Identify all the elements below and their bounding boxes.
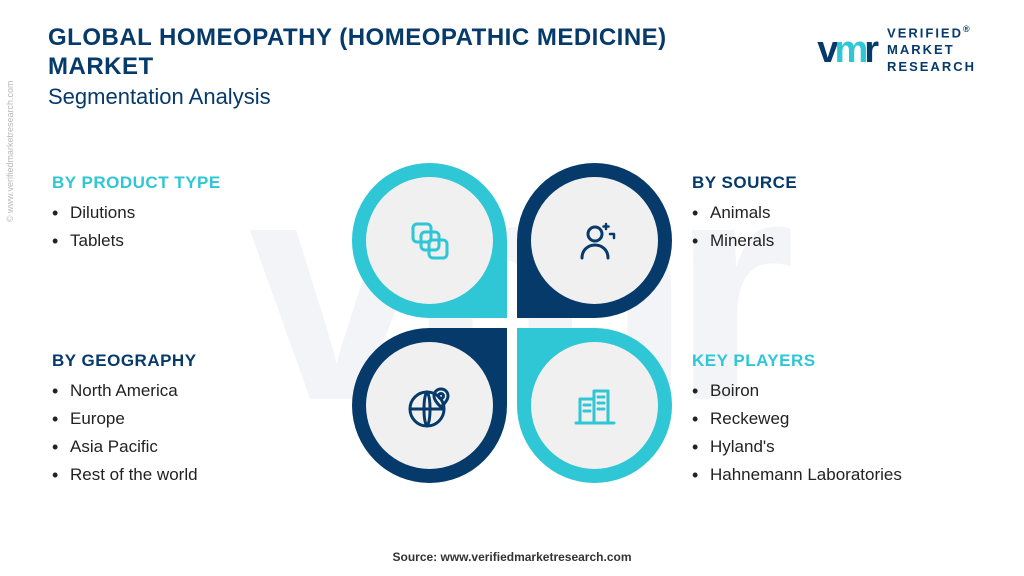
header: GLOBAL HOMEOPATHY (HOMEOPATHIC MEDICINE)… (48, 24, 976, 110)
petal-product-type (352, 163, 507, 318)
segment-list: Dilutions Tablets (52, 203, 332, 251)
logo-text: VERIFIED® MARKET RESEARCH (887, 24, 976, 76)
logo: vmr VERIFIED® MARKET RESEARCH (817, 24, 976, 76)
side-credit: © www.verifiedmarketresearch.com (5, 80, 15, 222)
building-icon (570, 381, 620, 431)
segment-list: North America Europe Asia Pacific Rest of t… (52, 381, 332, 485)
quad-diagram: BY PRODUCT TYPE DilutionsTablets BY SOUR… (352, 163, 672, 483)
petal-inner (531, 177, 658, 304)
petal-inner (366, 342, 493, 469)
petal-inner (531, 342, 658, 469)
segment-key-players: KEY PLAYERS Boiron Reckeweg Hyland's Hahnem… (692, 351, 972, 493)
list-item: Europe (52, 409, 332, 429)
footer-source: Source: www.verifiedmarketresearch.com (0, 550, 1024, 564)
segment-list: Animals Minerals (692, 203, 972, 251)
list-item: Minerals (692, 231, 972, 251)
list-item: Boiron (692, 381, 972, 401)
list-item: Hyland's (692, 437, 972, 457)
list-item: Asia Pacific (52, 437, 332, 457)
main-title: GLOBAL HOMEOPATHY (HOMEOPATHIC MEDICINE)… (48, 24, 668, 82)
segment-product-type: BY PRODUCT TYPE Dilutions Tablets (52, 173, 332, 259)
segment-title: BY PRODUCT TYPE (52, 173, 332, 193)
segment-list: Boiron Reckeweg Hyland's Hahnemann Laborato… (692, 381, 972, 485)
globe-icon (405, 381, 455, 431)
list-item: Dilutions (52, 203, 332, 223)
layers-icon (405, 216, 455, 266)
logo-mark: vmr (817, 29, 879, 72)
sub-title: Segmentation Analysis (48, 84, 668, 110)
petal-source (517, 163, 672, 318)
segment-title: BY GEOGRAPHY (52, 351, 332, 371)
segment-title: BY SOURCE (692, 173, 972, 193)
segment-source: BY SOURCE Animals Minerals (692, 173, 972, 259)
petal-inner (366, 177, 493, 304)
list-item: Animals (692, 203, 972, 223)
person-icon (570, 216, 620, 266)
content: BY PRODUCT TYPE Dilutions Tablets BY SOUR… (48, 120, 976, 526)
list-item: Rest of the world (52, 465, 332, 485)
list-item: North America (52, 381, 332, 401)
petal-geography (352, 328, 507, 483)
list-item: Reckeweg (692, 409, 972, 429)
list-item: Hahnemann Laboratories (692, 465, 972, 485)
title-block: GLOBAL HOMEOPATHY (HOMEOPATHIC MEDICINE)… (48, 24, 668, 110)
segment-geography: BY GEOGRAPHY North America Europe Asia Pac… (52, 351, 332, 493)
petal-key-players (517, 328, 672, 483)
list-item: Tablets (52, 231, 332, 251)
segment-title: KEY PLAYERS (692, 351, 972, 371)
